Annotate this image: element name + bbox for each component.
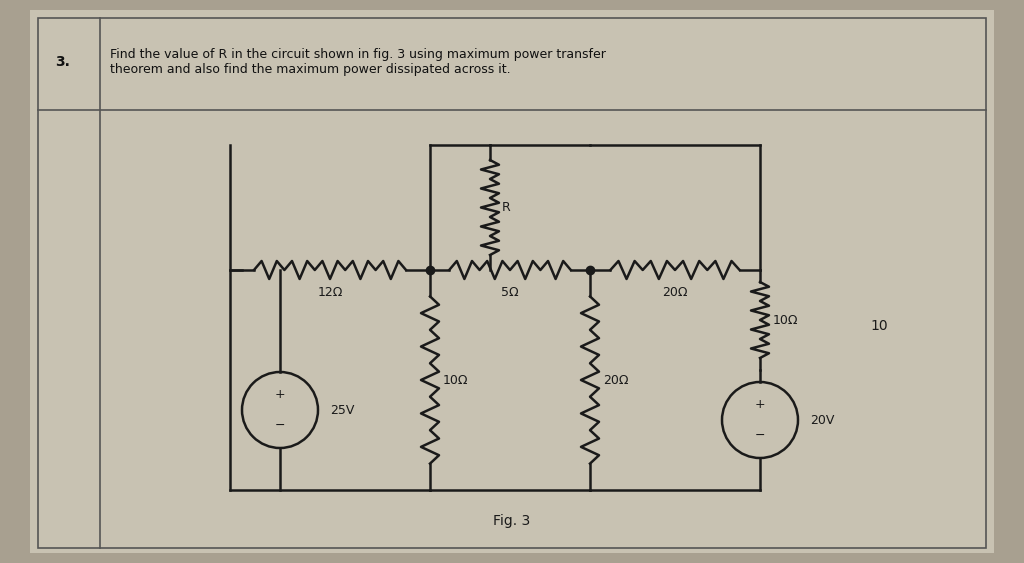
Text: Fig. 3: Fig. 3 bbox=[494, 514, 530, 528]
Text: +: + bbox=[755, 398, 765, 412]
Text: 10: 10 bbox=[870, 319, 888, 333]
Text: 25V: 25V bbox=[330, 404, 354, 417]
Text: 5Ω: 5Ω bbox=[501, 286, 519, 299]
Text: 20V: 20V bbox=[810, 413, 835, 427]
Text: 10Ω: 10Ω bbox=[443, 373, 469, 387]
Text: 20Ω: 20Ω bbox=[603, 373, 629, 387]
Text: 10Ω: 10Ω bbox=[773, 314, 799, 327]
Text: 3.: 3. bbox=[55, 55, 70, 69]
Text: +: + bbox=[274, 388, 286, 401]
Text: −: − bbox=[274, 419, 286, 432]
Text: 12Ω: 12Ω bbox=[317, 286, 343, 299]
Text: 20Ω: 20Ω bbox=[663, 286, 688, 299]
Text: R: R bbox=[502, 201, 511, 214]
Text: Find the value of R in the circuit shown in fig. 3 using maximum power transfer
: Find the value of R in the circuit shown… bbox=[110, 48, 606, 76]
Text: −: − bbox=[755, 428, 765, 442]
